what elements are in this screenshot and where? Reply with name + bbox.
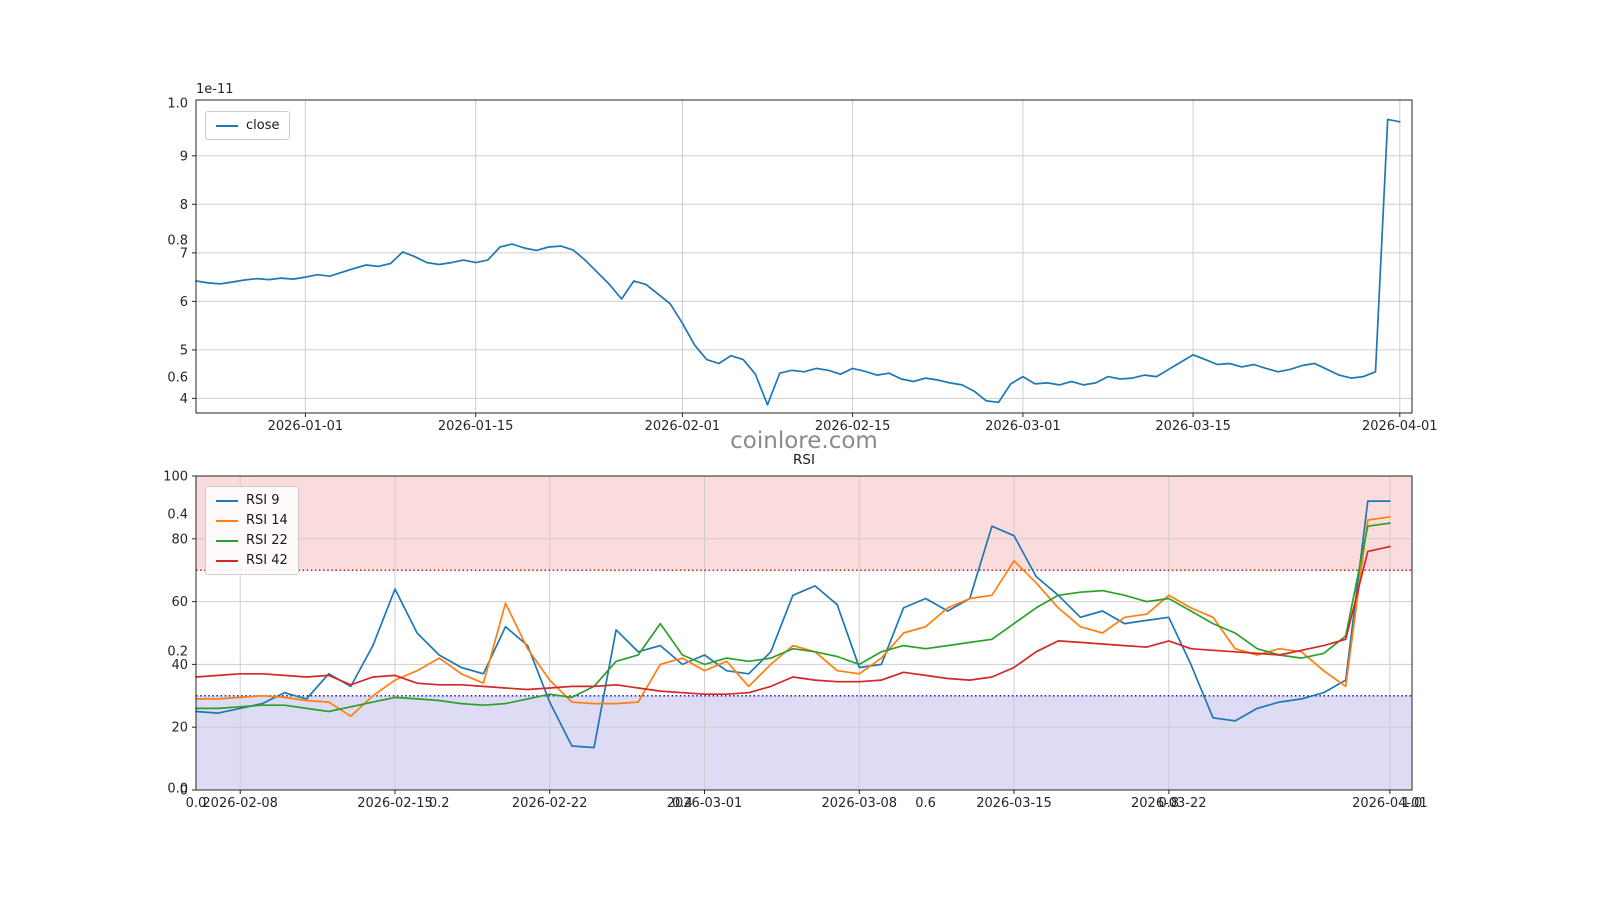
x-tick-label: 2026-02-01 bbox=[645, 419, 721, 434]
series-line-close bbox=[195, 118, 1401, 406]
legend-item-rsi9: RSI 9 bbox=[216, 493, 288, 508]
x-tick-label: 2026-01-15 bbox=[438, 419, 514, 434]
x-tick-label: 2026-03-01 bbox=[667, 796, 743, 811]
overlay-x-tick-label: 1.0 bbox=[1402, 796, 1423, 811]
y-tick-label: 60 bbox=[171, 595, 188, 610]
x-tick-label: 2026-04-01 bbox=[1362, 419, 1438, 434]
rsi42-line-swatch bbox=[216, 559, 238, 562]
y-tick-label: 5 bbox=[180, 343, 188, 358]
x-tick-label: 2026-03-01 bbox=[985, 419, 1061, 434]
overlay-x-tick-label: 0.4 bbox=[672, 796, 693, 811]
y-tick-label: 40 bbox=[171, 658, 188, 673]
rsi-overbought-band bbox=[196, 476, 1412, 571]
series-line-rsi-22 bbox=[195, 522, 1391, 713]
overlay-y-tick-label: 0.0 bbox=[167, 782, 188, 797]
x-tick-label: 2026-02-08 bbox=[202, 796, 278, 811]
overlay-y-tick-label: 0.6 bbox=[167, 371, 188, 386]
y-tick-label: 7 bbox=[180, 246, 188, 261]
watermark: coinlore.com bbox=[730, 428, 878, 454]
legend-label-close: close bbox=[246, 118, 280, 133]
rsi-chart-title: RSI bbox=[793, 452, 815, 468]
legend-item-close: close bbox=[216, 118, 279, 133]
series-line-rsi-42 bbox=[195, 545, 1391, 696]
x-tick-label: 2026-02-15 bbox=[815, 419, 891, 434]
x-tick-label: 2026-03-22 bbox=[1131, 796, 1207, 811]
legend-label-rsi14: RSI 14 bbox=[246, 513, 288, 528]
overlay-x-tick-label: 0.0 bbox=[186, 796, 207, 811]
x-tick-label: 2026-03-15 bbox=[976, 796, 1052, 811]
rsi-oversold-band bbox=[196, 695, 1412, 790]
x-tick-label: 2026-03-15 bbox=[1155, 419, 1231, 434]
y-tick-label: 9 bbox=[180, 149, 188, 164]
x-tick-label: 2026-02-22 bbox=[512, 796, 588, 811]
y-tick-label: 4 bbox=[180, 392, 188, 407]
price-legend: close bbox=[205, 111, 291, 140]
x-tick-label: 2026-04-01 bbox=[1352, 796, 1428, 811]
x-tick-label: 2026-02-15 bbox=[357, 796, 433, 811]
rsi9-line-swatch bbox=[216, 499, 238, 502]
y-tick-label: 80 bbox=[171, 532, 188, 547]
x-tick-label: 2026-03-08 bbox=[822, 796, 898, 811]
plot-border bbox=[195, 475, 1413, 791]
overlay-y-tick-label: 0.4 bbox=[167, 508, 188, 523]
close-line-swatch bbox=[216, 124, 238, 127]
legend-item-rsi14: RSI 14 bbox=[216, 513, 288, 528]
overlay-y-tick-label: 0.2 bbox=[167, 645, 188, 660]
legend-item-rsi22: RSI 22 bbox=[216, 533, 288, 548]
rsi-legend: RSI 9 RSI 14 RSI 22 RSI 42 bbox=[205, 486, 299, 575]
legend-label-rsi42: RSI 42 bbox=[246, 553, 288, 568]
y-tick-label: 8 bbox=[180, 198, 188, 213]
x-tick-label: 2026-01-01 bbox=[268, 419, 344, 434]
overlay-x-tick-label: 0.8 bbox=[1158, 796, 1179, 811]
y-axis-offset-label: 1e-11 bbox=[196, 82, 234, 97]
y-tick-label: 6 bbox=[180, 295, 188, 310]
legend-item-rsi42: RSI 42 bbox=[216, 553, 288, 568]
rsi14-line-swatch bbox=[216, 519, 238, 522]
series-line-rsi-14 bbox=[195, 515, 1391, 718]
plot-border bbox=[195, 99, 1413, 414]
series-line-rsi-9 bbox=[195, 500, 1391, 749]
y-tick-label: 100 bbox=[163, 470, 188, 485]
overlay-y-tick-label: 1.0 bbox=[167, 97, 188, 112]
legend-label-rsi22: RSI 22 bbox=[246, 533, 288, 548]
y-tick-label: 0 bbox=[180, 784, 188, 799]
overlay-x-tick-label: 0.2 bbox=[429, 796, 450, 811]
legend-label-rsi9: RSI 9 bbox=[246, 493, 280, 508]
y-tick-label: 20 bbox=[171, 721, 188, 736]
overlay-y-tick-label: 0.8 bbox=[167, 234, 188, 249]
overlay-x-tick-label: 0.6 bbox=[915, 796, 936, 811]
rsi22-line-swatch bbox=[216, 539, 238, 542]
